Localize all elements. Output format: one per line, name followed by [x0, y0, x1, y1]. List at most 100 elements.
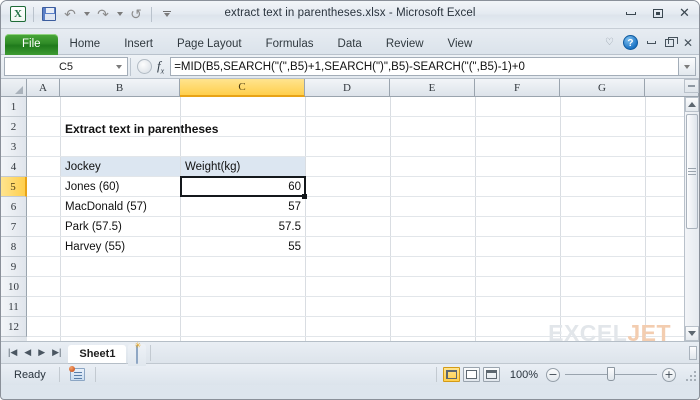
- quick-access-toolbar: X ↶ ↷ ↺: [9, 5, 176, 23]
- cell-area[interactable]: EXCELJET Extract text in parentheses Joc…: [27, 97, 699, 341]
- table-cell-weight[interactable]: 57.5: [278, 220, 301, 233]
- sheet-tab-sheet1[interactable]: Sheet1: [68, 345, 127, 364]
- tab-review[interactable]: Review: [385, 37, 424, 50]
- gridline-row-1: [27, 116, 699, 117]
- vertical-scroll-thumb[interactable]: [686, 114, 698, 229]
- row-header-12[interactable]: 12: [1, 317, 27, 337]
- zoom-track[interactable]: [565, 367, 657, 381]
- row-header-10[interactable]: 10: [1, 277, 27, 297]
- column-header-d[interactable]: D: [305, 79, 390, 97]
- expand-formula-bar-chevron-down-icon[interactable]: [679, 57, 696, 76]
- tab-view[interactable]: View: [447, 37, 473, 50]
- normal-view-button[interactable]: [442, 367, 460, 382]
- repeat-icon[interactable]: ↺: [130, 6, 142, 22]
- undo-icon[interactable]: ↶: [64, 6, 76, 22]
- column-header-e[interactable]: E: [390, 79, 475, 97]
- column-header-f[interactable]: F: [475, 79, 560, 97]
- zoom-thumb[interactable]: [607, 367, 615, 381]
- last-sheet-icon[interactable]: ▶|: [52, 347, 62, 357]
- record-macro-icon[interactable]: [68, 366, 85, 381]
- save-icon[interactable]: [40, 5, 58, 23]
- gridline-d-e: [390, 97, 391, 341]
- row-header-9[interactable]: 9: [1, 257, 27, 277]
- redo-dropdown-icon[interactable]: [115, 5, 124, 23]
- vertical-scrollbar[interactable]: [684, 97, 699, 341]
- page-layout-view-button[interactable]: [462, 367, 480, 382]
- table-row[interactable]: Park (57.5): [65, 220, 122, 233]
- zoom-slider[interactable]: − +: [546, 367, 684, 382]
- row-header-6[interactable]: 6: [1, 197, 27, 217]
- tab-file[interactable]: File: [5, 33, 58, 55]
- formula-input[interactable]: =MID(B5,SEARCH("(",B5)+1,SEARCH(")",B5)-…: [170, 57, 679, 76]
- insert-worksheet-icon[interactable]: [128, 343, 147, 366]
- gridline-e-f: [475, 97, 476, 341]
- table-header-weight[interactable]: Weight(kg): [181, 157, 305, 176]
- column-header-c[interactable]: C: [180, 79, 305, 97]
- name-box-value: C5: [58, 60, 74, 73]
- previous-sheet-icon[interactable]: ◀: [24, 347, 32, 357]
- restore-icon[interactable]: [649, 5, 666, 22]
- tab-insert[interactable]: Insert: [124, 37, 153, 50]
- help-icon[interactable]: ?: [622, 35, 638, 50]
- tab-formulas[interactable]: Formulas: [265, 37, 314, 50]
- active-cell-c5[interactable]: 60: [180, 176, 306, 197]
- excel-logo-icon[interactable]: X: [9, 5, 27, 23]
- scroll-up-button[interactable]: [685, 97, 699, 112]
- resize-grip[interactable]: [684, 369, 696, 381]
- row-header-4[interactable]: 4: [1, 157, 27, 177]
- insert-function-icon[interactable]: fx: [157, 57, 165, 76]
- page-break-preview-button[interactable]: [482, 367, 500, 382]
- row-header-2[interactable]: 2: [1, 117, 27, 137]
- zoom-level-label[interactable]: 100%: [509, 368, 538, 381]
- split-box-handle[interactable]: [684, 79, 699, 93]
- sheet-navigation-buttons: |◀ ◀ ▶ ▶|: [4, 348, 68, 357]
- scroll-down-button[interactable]: [685, 326, 699, 341]
- table-cell-weight[interactable]: 55: [288, 240, 301, 253]
- sheet-title-cell[interactable]: Extract text in parentheses: [65, 122, 219, 136]
- tab-page-layout[interactable]: Page Layout: [176, 37, 242, 50]
- minimize-ribbon-icon[interactable]: [646, 41, 656, 44]
- row-header-8[interactable]: 8: [1, 237, 27, 257]
- table-cell-weight[interactable]: 57: [288, 200, 301, 213]
- column-header-b[interactable]: B: [60, 79, 180, 97]
- gridline-f-g: [560, 97, 561, 341]
- table-row[interactable]: MacDonald (57): [65, 200, 147, 213]
- heart-icon[interactable]: ♡: [604, 37, 614, 48]
- undo-dropdown-icon[interactable]: [82, 5, 91, 23]
- gridline-row-6: [27, 216, 699, 217]
- minimize-icon[interactable]: [622, 5, 639, 22]
- name-box[interactable]: C5: [4, 57, 128, 76]
- row-header-3[interactable]: 3: [1, 137, 27, 157]
- table-row[interactable]: Jones (60): [65, 180, 120, 193]
- horizontal-scroll-thumb[interactable]: [689, 345, 697, 360]
- close-window-icon[interactable]: ✕: [682, 35, 693, 50]
- restore-window-icon[interactable]: [664, 36, 678, 47]
- gridline-row-2: [27, 136, 699, 137]
- zoom-in-button[interactable]: +: [662, 367, 676, 382]
- table-header-jockey[interactable]: Jockey: [61, 157, 180, 176]
- column-header-row: A B C D E F G: [1, 79, 699, 97]
- zoom-out-button[interactable]: −: [546, 367, 560, 382]
- status-divider-1: [58, 367, 60, 382]
- sheet-tab-bar: |◀ ◀ ▶ ▶| Sheet1: [1, 341, 699, 366]
- ribbon-tab-bar: File Home Insert Page Layout Formulas Da…: [1, 29, 699, 55]
- first-sheet-icon[interactable]: |◀: [8, 347, 18, 357]
- table-row[interactable]: Harvey (55): [65, 240, 126, 253]
- customize-qat-icon[interactable]: [158, 5, 176, 23]
- row-header-1[interactable]: 1: [1, 97, 27, 117]
- tab-home[interactable]: Home: [69, 37, 101, 50]
- tab-data[interactable]: Data: [337, 37, 362, 50]
- name-box-chevron-down-icon[interactable]: [116, 64, 122, 69]
- column-header-a[interactable]: A: [27, 79, 60, 97]
- status-divider-3: [435, 367, 437, 382]
- row-header-7[interactable]: 7: [1, 217, 27, 237]
- column-header-g[interactable]: G: [560, 79, 645, 97]
- cancel-enter-icon[interactable]: [137, 59, 152, 74]
- redo-icon[interactable]: ↷: [97, 6, 109, 22]
- select-all-corner[interactable]: [1, 79, 27, 97]
- row-header-11[interactable]: 11: [1, 297, 27, 317]
- row-header-5[interactable]: 5: [1, 177, 27, 197]
- close-icon[interactable]: ✕: [679, 6, 690, 21]
- fill-handle[interactable]: [302, 194, 307, 199]
- next-sheet-icon[interactable]: ▶: [38, 347, 46, 357]
